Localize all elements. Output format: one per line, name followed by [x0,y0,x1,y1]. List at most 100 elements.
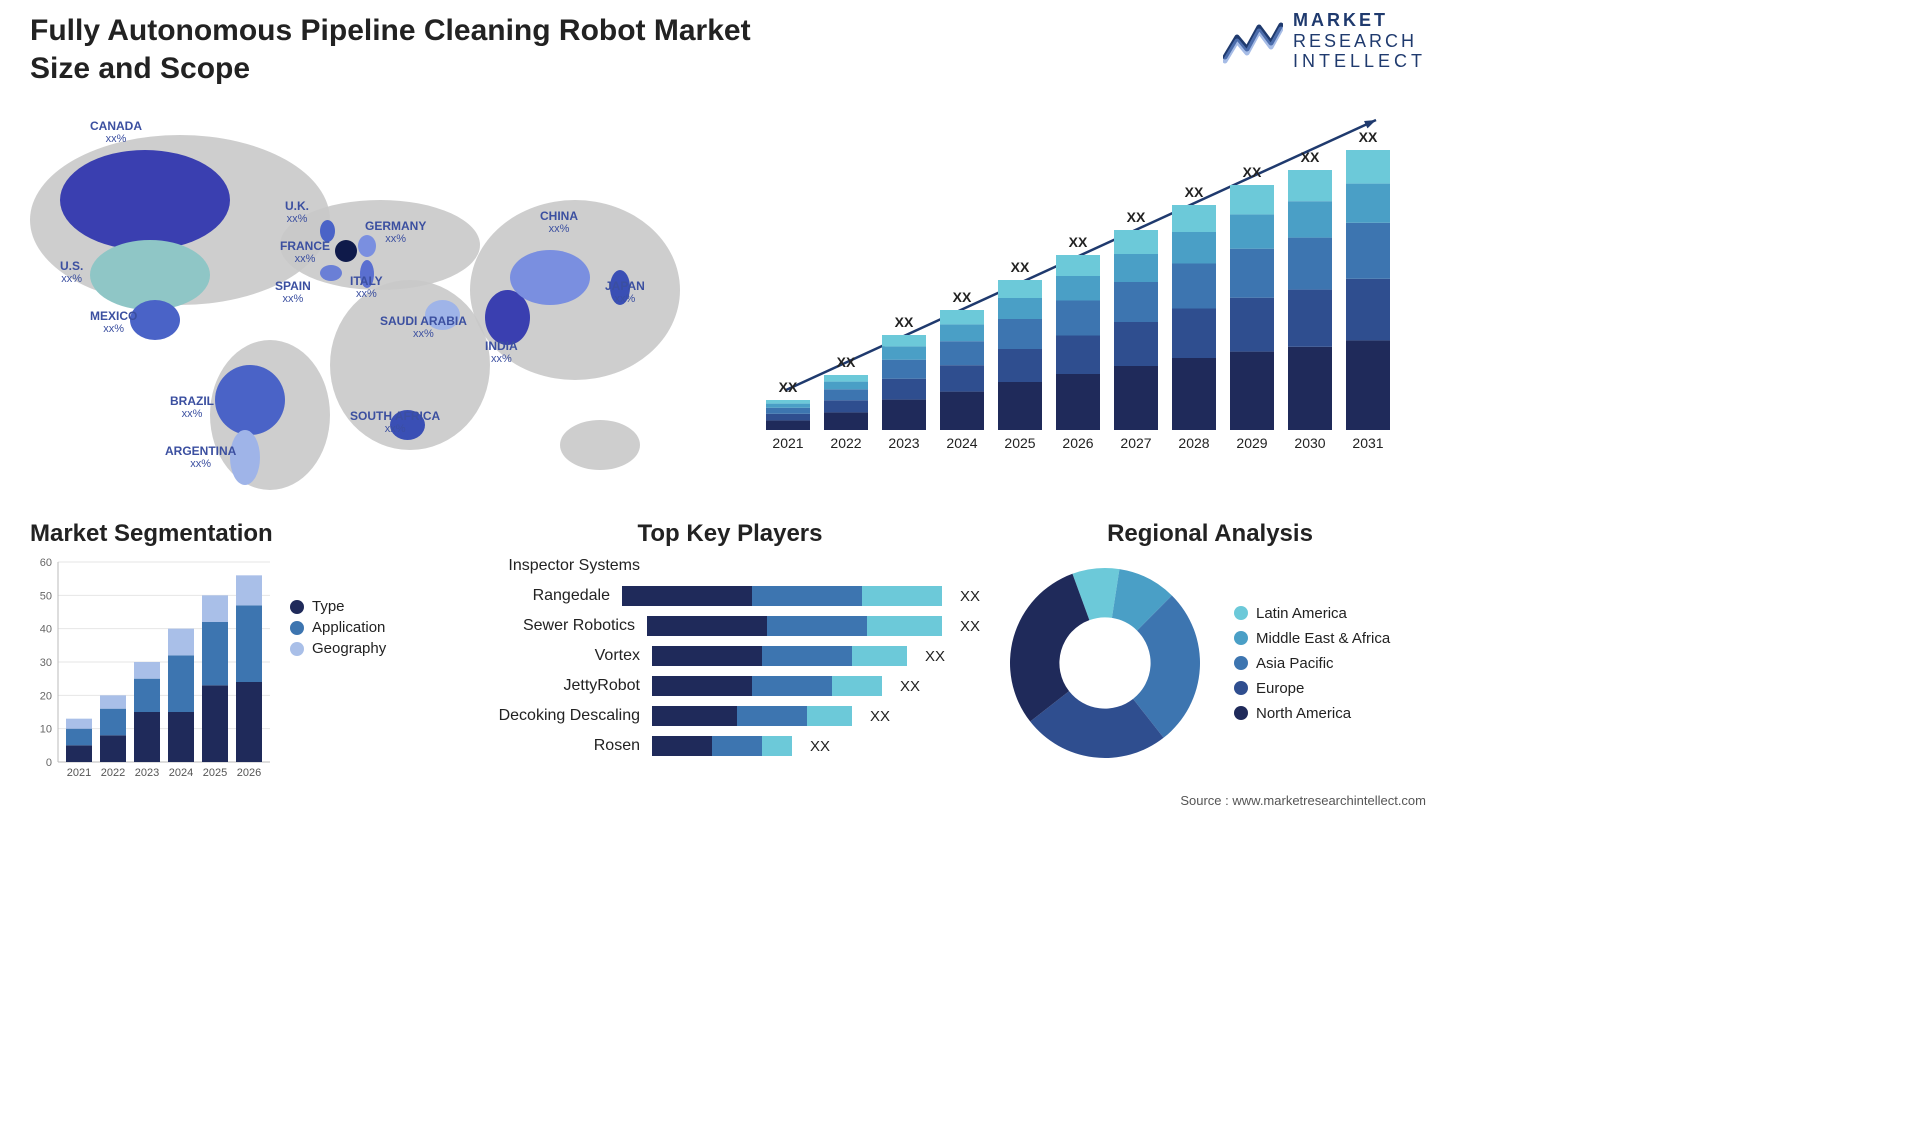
svg-text:2031: 2031 [1352,435,1383,451]
svg-text:2027: 2027 [1120,435,1151,451]
map-label-u-k-: U.K.xx% [285,200,309,225]
logo-text: MARKET RESEARCH INTELLECT [1293,10,1426,72]
source-text: Source : www.marketresearchintellect.com [1180,793,1426,808]
regional-legend-item: Latin America [1234,605,1390,622]
svg-text:30: 30 [40,657,52,669]
map-label-france: FRANCExx% [280,240,330,265]
map-label-south-africa: SOUTH AFRICAxx% [350,410,440,435]
svg-text:2025: 2025 [203,767,227,779]
svg-text:XX: XX [1069,234,1088,250]
player-name: Rosen [480,737,640,755]
svg-text:XX: XX [1243,164,1262,180]
player-row: Inspector Systems [480,556,980,576]
player-name: JettyRobot [480,677,640,695]
svg-text:XX: XX [895,314,914,330]
map-label-u-s-: U.S.xx% [60,260,83,285]
segmentation-title: Market Segmentation [30,520,460,548]
player-row: Vortex XX [480,646,980,666]
player-value: XX [810,738,830,755]
player-value: XX [870,708,890,725]
player-value: XX [960,618,980,635]
svg-text:2025: 2025 [1004,435,1035,451]
map-label-brazil: BRAZILxx% [170,395,214,420]
svg-text:XX: XX [1359,129,1378,145]
brand-logo: MARKET RESEARCH INTELLECT [1223,10,1426,72]
logo-line1: MARKET [1293,10,1388,30]
svg-text:2026: 2026 [1062,435,1093,451]
big-chart-svg: XX 2021 XX 2022 XX 2023 XX 2024 XX 2025 XX 2026 XX 20… [756,110,1396,460]
player-value: XX [960,588,980,605]
svg-text:XX: XX [837,354,856,370]
svg-text:10: 10 [40,724,52,736]
svg-text:40: 40 [40,624,52,636]
map-label-india: INDIAxx% [485,340,518,365]
player-name: Vortex [480,647,640,665]
svg-text:XX: XX [1185,184,1204,200]
svg-text:XX: XX [953,289,972,305]
map-label-italy: ITALYxx% [350,275,383,300]
map-label-spain: SPAINxx% [275,280,311,305]
svg-text:2022: 2022 [830,435,861,451]
svg-text:XX: XX [1301,149,1320,165]
map-label-germany: GERMANYxx% [365,220,426,245]
map-label-saudi-arabia: SAUDI ARABIAxx% [380,315,467,340]
svg-text:XX: XX [1127,209,1146,225]
svg-text:20: 20 [40,690,52,702]
map-label-china: CHINAxx% [540,210,578,235]
players-section: Top Key Players Inspector Systems Rangeda… [480,520,980,766]
map-label-mexico: MEXICOxx% [90,310,137,335]
segmentation-legend: Type Application Geography [290,594,386,661]
svg-text:50: 50 [40,590,52,602]
svg-text:2029: 2029 [1236,435,1267,451]
player-row: Rangedale XX [480,586,980,606]
svg-text:0: 0 [46,757,52,769]
players-chart: Inspector SystemsRangedaleXXSewer Roboti… [480,556,980,756]
player-row: Sewer Robotics XX [480,616,980,636]
player-name: Inspector Systems [480,557,640,575]
svg-text:2023: 2023 [888,435,919,451]
market-growth-chart: XX 2021 XX 2022 XX 2023 XX 2024 XX 2025 XX 2026 XX 20… [756,110,1396,460]
svg-text:2024: 2024 [946,435,977,451]
segmentation-chart: 0 10 20 30 40 50 60 2021 2022 2023 2024 2025 2026 [30,554,270,784]
svg-text:2022: 2022 [101,767,125,779]
player-value: XX [900,678,920,695]
page-title: Fully Autonomous Pipeline Cleaning Robot… [30,12,790,87]
svg-text:2021: 2021 [772,435,803,451]
svg-text:2028: 2028 [1178,435,1209,451]
logo-line3: INTELLECT [1293,51,1426,72]
player-name: Decoking Descaling [480,707,640,725]
player-row: JettyRobot XX [480,676,980,696]
segmentation-legend-item: Geography [290,640,386,657]
segmentation-legend-item: Application [290,619,386,636]
regional-legend-item: Europe [1234,680,1390,697]
map-label-japan: JAPANxx% [605,280,645,305]
svg-text:2026: 2026 [237,767,261,779]
regional-legend-item: Middle East & Africa [1234,630,1390,647]
svg-text:60: 60 [40,557,52,569]
svg-text:XX: XX [779,379,798,395]
regional-legend-item: Asia Pacific [1234,655,1390,672]
svg-text:XX: XX [1011,259,1030,275]
player-row: Rosen XX [480,736,980,756]
world-map: CANADAxx% U.S.xx% MEXICOxx% BRAZILxx% ARGENT… [20,110,690,490]
segmentation-legend-item: Type [290,598,386,615]
players-title: Top Key Players [480,520,980,548]
regional-donut [1000,558,1210,768]
player-name: Sewer Robotics [480,617,635,635]
svg-text:2021: 2021 [67,767,91,779]
player-name: Rangedale [480,587,610,605]
regional-legend: Latin America Middle East & Africa Asia Pa… [1234,597,1390,730]
regional-title: Regional Analysis [1000,520,1420,548]
regional-section: Regional Analysis Latin America Middle Ea… [1000,520,1420,768]
svg-text:2024: 2024 [169,767,193,779]
map-label-canada: CANADAxx% [90,120,142,145]
logo-line2: RESEARCH [1293,31,1426,52]
logo-icon [1223,17,1283,65]
segmentation-section: Market Segmentation 0 10 20 30 40 50 60 2021 202… [30,520,460,784]
svg-text:2023: 2023 [135,767,159,779]
svg-text:2030: 2030 [1294,435,1325,451]
map-label-argentina: ARGENTINAxx% [165,445,236,470]
player-value: XX [925,648,945,665]
player-row: Decoking Descaling XX [480,706,980,726]
regional-legend-item: North America [1234,705,1390,722]
